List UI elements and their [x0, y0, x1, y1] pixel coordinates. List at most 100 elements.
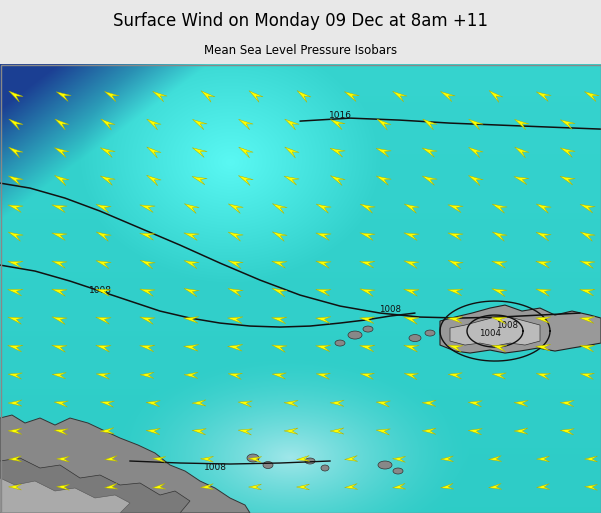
Text: Surface Wind on Monday 09 Dec at 8am +11: Surface Wind on Monday 09 Dec at 8am +11 [113, 11, 488, 30]
Polygon shape [285, 119, 299, 130]
Polygon shape [536, 289, 551, 297]
Polygon shape [404, 233, 419, 241]
Polygon shape [316, 289, 331, 296]
Polygon shape [183, 345, 199, 351]
Polygon shape [56, 484, 70, 490]
Polygon shape [404, 317, 419, 324]
Polygon shape [360, 373, 374, 380]
Polygon shape [441, 456, 454, 462]
Polygon shape [448, 345, 463, 352]
Ellipse shape [305, 458, 315, 464]
Ellipse shape [409, 334, 421, 342]
Polygon shape [96, 289, 111, 296]
Polygon shape [201, 91, 215, 102]
Polygon shape [580, 373, 594, 380]
Polygon shape [8, 262, 23, 268]
Polygon shape [147, 147, 161, 158]
Polygon shape [514, 176, 529, 185]
Polygon shape [376, 401, 391, 407]
Polygon shape [537, 456, 549, 462]
Ellipse shape [247, 454, 259, 462]
Polygon shape [249, 457, 261, 462]
Polygon shape [560, 148, 575, 157]
Polygon shape [140, 205, 155, 212]
Ellipse shape [335, 340, 345, 346]
Polygon shape [100, 148, 115, 157]
Polygon shape [579, 317, 595, 323]
Polygon shape [316, 317, 331, 323]
Polygon shape [96, 317, 111, 324]
Polygon shape [316, 204, 331, 213]
Polygon shape [536, 373, 551, 380]
Polygon shape [360, 289, 375, 297]
Polygon shape [100, 428, 114, 434]
Polygon shape [584, 92, 599, 102]
Polygon shape [248, 484, 261, 490]
Polygon shape [331, 120, 345, 130]
Ellipse shape [393, 468, 403, 474]
Ellipse shape [378, 461, 392, 469]
Polygon shape [192, 428, 206, 435]
Polygon shape [422, 428, 436, 435]
Polygon shape [537, 484, 550, 489]
Polygon shape [296, 456, 310, 461]
Polygon shape [228, 288, 243, 297]
Polygon shape [272, 261, 287, 268]
Text: 1016: 1016 [329, 111, 352, 120]
Polygon shape [316, 261, 331, 268]
Polygon shape [105, 456, 118, 461]
Polygon shape [8, 400, 22, 406]
Polygon shape [146, 428, 160, 435]
Polygon shape [580, 232, 595, 241]
Polygon shape [359, 317, 375, 324]
Polygon shape [448, 317, 463, 323]
Polygon shape [105, 483, 118, 489]
Polygon shape [140, 317, 155, 324]
Polygon shape [316, 373, 331, 380]
Polygon shape [9, 91, 23, 102]
Polygon shape [422, 400, 436, 406]
Polygon shape [285, 147, 299, 158]
Polygon shape [238, 401, 252, 407]
Polygon shape [153, 483, 166, 489]
Polygon shape [448, 373, 462, 379]
Polygon shape [404, 261, 419, 268]
Polygon shape [52, 317, 67, 325]
Polygon shape [8, 456, 22, 462]
Polygon shape [184, 372, 198, 379]
Polygon shape [404, 373, 418, 380]
Polygon shape [8, 345, 23, 352]
Polygon shape [359, 345, 375, 352]
Polygon shape [489, 483, 502, 489]
Polygon shape [140, 289, 155, 297]
Polygon shape [192, 176, 207, 185]
Polygon shape [56, 456, 70, 462]
Polygon shape [228, 232, 243, 241]
Polygon shape [52, 372, 66, 379]
Ellipse shape [321, 465, 329, 471]
Polygon shape [140, 260, 155, 269]
Polygon shape [448, 205, 463, 212]
Polygon shape [9, 119, 23, 130]
Polygon shape [140, 372, 154, 379]
Polygon shape [468, 428, 482, 435]
Polygon shape [54, 148, 69, 157]
Polygon shape [297, 91, 311, 103]
Polygon shape [55, 119, 69, 130]
Polygon shape [56, 92, 71, 102]
Polygon shape [228, 373, 242, 380]
Polygon shape [492, 345, 507, 352]
Polygon shape [183, 317, 199, 323]
Text: 1008: 1008 [496, 321, 518, 329]
Polygon shape [100, 401, 114, 407]
Polygon shape [184, 261, 199, 269]
Polygon shape [330, 428, 344, 434]
Polygon shape [228, 344, 243, 351]
Polygon shape [52, 233, 67, 241]
Polygon shape [536, 204, 551, 213]
Polygon shape [8, 373, 22, 379]
Polygon shape [448, 233, 463, 241]
Polygon shape [316, 345, 331, 351]
Polygon shape [344, 484, 358, 489]
Polygon shape [585, 484, 597, 490]
